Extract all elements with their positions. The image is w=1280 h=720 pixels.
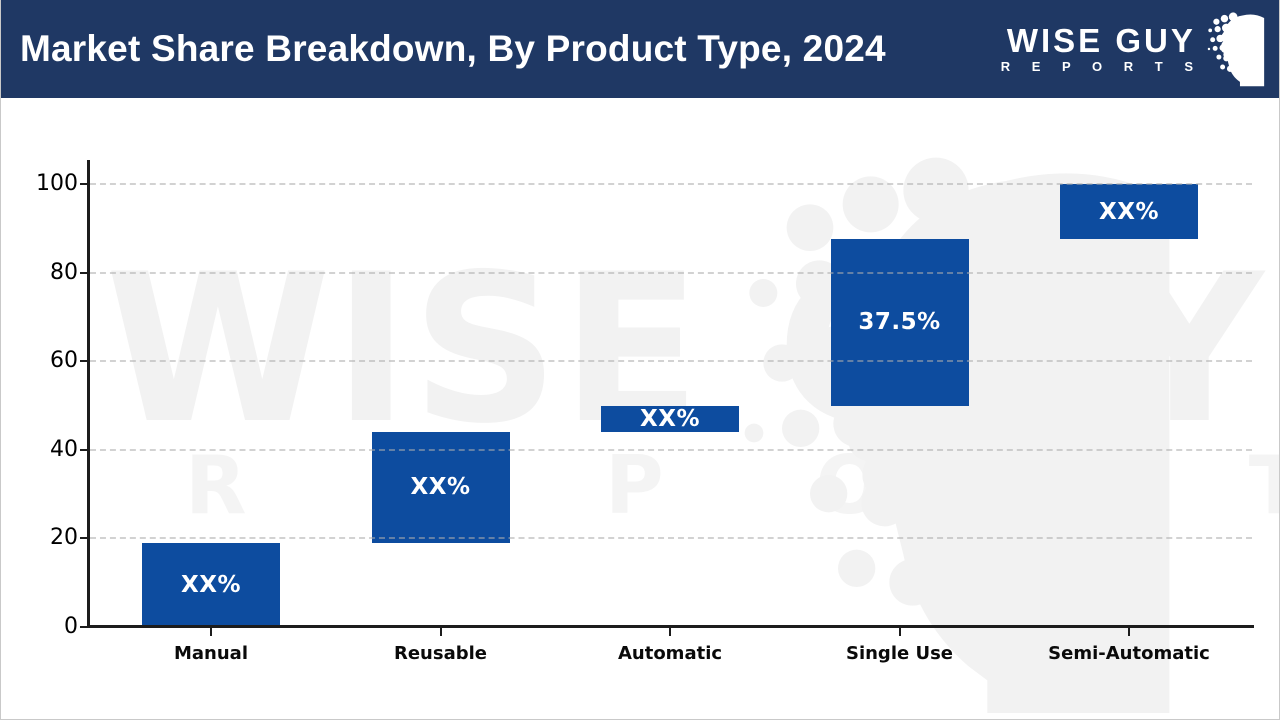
grid-layer	[0, 98, 1280, 720]
x-tick-4	[1128, 628, 1130, 636]
bar-manual: XX%	[142, 542, 280, 627]
y-tick-label-60: 60	[50, 348, 78, 374]
chart-title: Market Share Breakdown, By Product Type,…	[20, 28, 886, 69]
y-tick-20	[80, 537, 88, 540]
y-gridline-20	[90, 537, 1252, 540]
bar-value-label: 37.5%	[858, 309, 941, 336]
x-tick-label-3: Single Use	[845, 643, 953, 664]
bar-value-label: XX%	[1098, 198, 1159, 225]
y-tick-80	[80, 271, 88, 274]
x-tick-0	[210, 628, 212, 636]
x-tick-label-2: Automatic	[617, 643, 723, 664]
y-tick-label-40: 40	[50, 436, 78, 462]
x-tick-label-0: Manual	[173, 643, 248, 664]
y-tick-label-80: 80	[50, 259, 78, 285]
x-tick-2	[669, 628, 671, 636]
logo-text: WISE GUY R E P O R T S	[1000, 22, 1202, 75]
y-tick-label-0: 0	[64, 614, 78, 639]
axis-layer: 0 20 40 60 80 100 Manual Reusable Automatic Singl…	[0, 98, 1280, 720]
y-tick-100	[80, 183, 88, 185]
y-tick-label-20: 20	[50, 525, 78, 551]
y-gridline-100	[90, 183, 1252, 185]
wiseguy-head-icon	[1204, 8, 1266, 90]
x-axis-line	[87, 625, 1254, 628]
logo-subtitle: R E P O R T S	[1000, 59, 1202, 74]
plot-area: WISE GUY R E P O R T S XX%XX%XX%37.5%XX%…	[0, 98, 1280, 720]
x-tick-3	[898, 628, 901, 636]
y-gridline-40	[90, 448, 1252, 451]
x-tick-label-1: Reusable	[393, 643, 487, 664]
y-tick-40	[80, 448, 88, 451]
logo-wordmark: WISE GUY	[1006, 22, 1196, 59]
y-gridline-60	[90, 360, 1252, 363]
x-tick-1	[439, 628, 442, 636]
wise-guy-reports-logo: WISE GUY R E P O R T S	[1001, 0, 1266, 98]
y-tick-0	[80, 626, 88, 628]
y-tick-label-100: 100	[36, 171, 78, 196]
y-tick-60	[80, 360, 88, 363]
bar-value-label: XX%	[639, 405, 700, 432]
bar-value-label: XX%	[410, 474, 471, 501]
bar-single-use: 37.5%	[830, 239, 969, 406]
x-tick-label-4: Semi-Automatic	[1048, 643, 1210, 664]
y-axis-spine	[87, 160, 90, 627]
y-gridline-80	[90, 271, 1252, 274]
header-bar: Market Share Breakdown, By Product Type,…	[0, 0, 1280, 98]
bar-automatic: XX%	[601, 405, 739, 433]
bar-value-label: XX%	[180, 571, 241, 598]
bar-semi-automatic: XX%	[1060, 184, 1198, 240]
